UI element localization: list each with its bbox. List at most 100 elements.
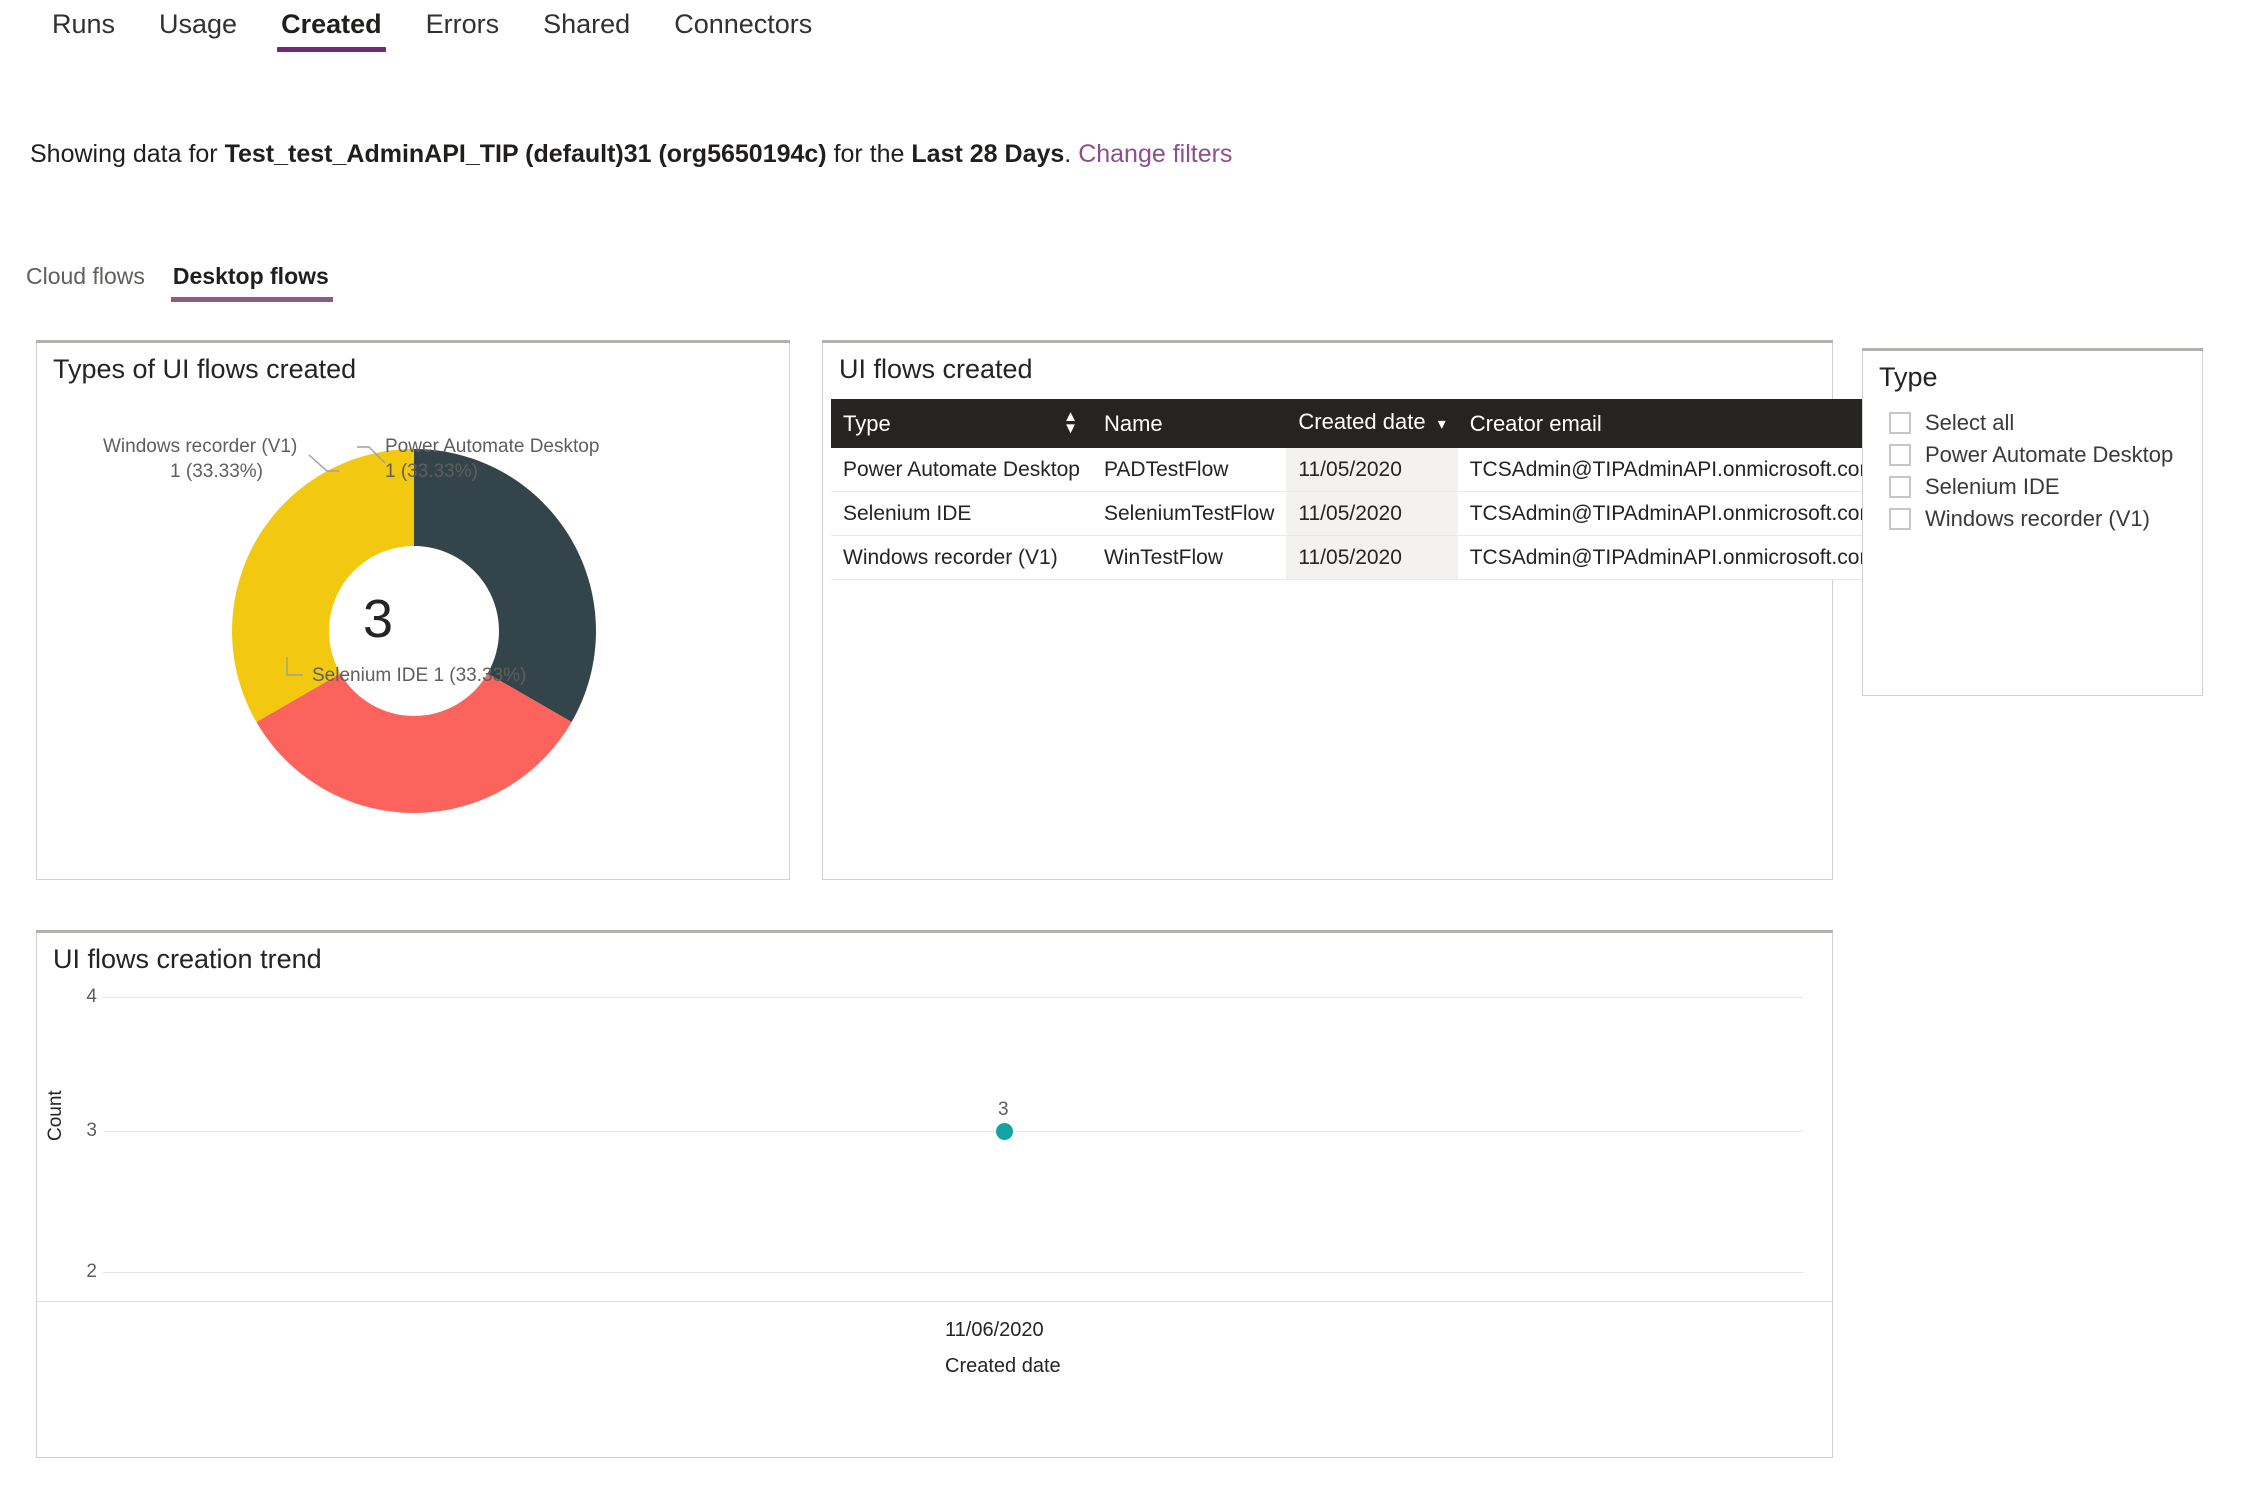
filter-option-selenium-ide[interactable]: Selenium IDE [1889, 471, 2189, 503]
donut-slice-power-automate-desktop [414, 449, 596, 722]
tab-usage[interactable]: Usage [137, 0, 259, 54]
table-body: Power Automate Desktop PADTestFlow 11/05… [831, 448, 1889, 580]
cell-type: Selenium IDE [831, 491, 1092, 536]
filter-option-power-automate-desktop[interactable]: Power Automate Desktop [1889, 439, 2189, 471]
primary-tabs: Runs Usage Created Errors Shared Connect… [0, 0, 2245, 64]
showing-data-line: Showing data for Test_test_AdminAPI_TIP … [30, 138, 1232, 170]
leader-line-selenium-ide [286, 657, 303, 676]
column-header-creator-email[interactable]: Creator email [1457, 399, 1889, 448]
trend-gridline-4 [103, 997, 1803, 998]
trend-axis-separator [37, 1301, 1832, 1302]
column-header-name[interactable]: Name [1091, 399, 1287, 448]
donut-label-windows-recorder: Windows recorder (V1) 1 (33.33%) [103, 434, 298, 484]
column-header-created-date[interactable]: Created date ▾ [1286, 399, 1458, 448]
tab-created-label: Created [281, 9, 382, 39]
donut-slice-selenium-ide [256, 673, 572, 813]
donut-chart: 3 Windows recorder (V1) 1 (33.33%) Power… [37, 341, 791, 881]
column-header-type[interactable]: Type ▲ ▼ [831, 399, 1092, 448]
column-header-creator-email-label: Creator email [1469, 410, 1602, 436]
leader-line-windows-recorder [308, 454, 339, 472]
cell-name: WinTestFlow [1091, 535, 1287, 580]
filter-option-selenium-ide-label: Selenium IDE [1925, 474, 2060, 499]
change-filters-link[interactable]: Change filters [1078, 140, 1233, 168]
trend-y-axis-title: Count [45, 1090, 66, 1141]
cell-creator-email: TCSAdmin@TIPAdminAPI.onmicrosoft.com [1457, 448, 1889, 492]
filter-option-select-all[interactable]: Select all [1889, 407, 2189, 439]
cell-created-date: 11/05/2020 [1286, 448, 1458, 492]
trend-card-title: UI flows creation trend [53, 944, 322, 974]
donut-label-selenium-ide: Selenium IDE 1 (33.33%) [312, 665, 527, 686]
donut-label-windows-recorder-line1: Windows recorder (V1) [103, 436, 298, 457]
column-header-type-label: Type [843, 410, 891, 436]
cell-type: Power Automate Desktop [831, 448, 1092, 492]
donut-slice-windows-recorder [232, 449, 414, 722]
cell-name: PADTestFlow [1091, 448, 1287, 492]
column-header-created-date-label: Created date [1298, 409, 1426, 434]
showing-environment: Test_test_AdminAPI_TIP (default)31 (org5… [224, 140, 827, 168]
tab-desktop-flows-label: Desktop flows [172, 263, 329, 289]
donut-label-windows-recorder-line2: 1 (33.33%) [170, 461, 263, 482]
filter-option-windows-recorder[interactable]: Windows recorder (V1) [1889, 503, 2189, 535]
ui-flows-created-card: UI flows created Type ▲ ▼ Name Created da… [822, 340, 1889, 880]
cell-creator-email: TCSAdmin@TIPAdminAPI.onmicrosoft.com [1457, 535, 1889, 580]
table-header: Type ▲ ▼ Name Created date ▾ Creator emai… [831, 399, 1889, 448]
cell-creator-email: TCSAdmin@TIPAdminAPI.onmicrosoft.com [1457, 491, 1889, 536]
showing-prefix: Showing data for [30, 140, 225, 168]
types-of-ui-flows-created-card: Types of UI flows created 3 Windows reco… [36, 340, 790, 880]
trend-data-point[interactable] [996, 1123, 1013, 1140]
tab-errors-label: Errors [425, 9, 500, 39]
showing-middle: for the [826, 140, 912, 168]
leader-line-power-automate-desktop [357, 446, 386, 464]
tab-errors[interactable]: Errors [404, 0, 522, 54]
tab-cloud-flows[interactable]: Cloud flows [12, 258, 159, 306]
tab-shared-label: Shared [543, 9, 631, 39]
showing-range: Last 28 Days [911, 140, 1065, 168]
cell-name: SeleniumTestFlow [1091, 491, 1287, 536]
table-header-row: Type ▲ ▼ Name Created date ▾ Creator emai… [831, 399, 1889, 448]
tab-connectors-label: Connectors [674, 9, 813, 39]
type-filter-card: Type Select all Power Automate Desktop S… [1862, 348, 2203, 696]
checkbox-icon[interactable] [1889, 476, 1911, 498]
tab-cloud-flows-label: Cloud flows [26, 263, 145, 289]
table-card-title: UI flows created [839, 354, 1033, 384]
tab-desktop-flows[interactable]: Desktop flows [159, 258, 343, 306]
tab-connectors[interactable]: Connectors [652, 0, 834, 54]
chevron-down-icon[interactable]: ▾ [1437, 416, 1446, 433]
table-row[interactable]: Power Automate Desktop PADTestFlow 11/05… [831, 448, 1889, 492]
showing-period: . [1064, 140, 1079, 168]
trend-gridline-3 [103, 1131, 1803, 1132]
trend-data-label: 3 [998, 1099, 1009, 1120]
donut-label-power-automate-desktop-line2: 1 (33.33%) [385, 461, 478, 482]
cell-type: Windows recorder (V1) [831, 535, 1092, 580]
ui-flows-created-table: Type ▲ ▼ Name Created date ▾ Creator emai… [831, 399, 1889, 580]
cell-created-date: 11/05/2020 [1286, 491, 1458, 536]
filter-option-windows-recorder-label: Windows recorder (V1) [1925, 506, 2150, 531]
trend-x-axis-title: Created date [945, 1355, 1061, 1377]
donut-label-power-automate-desktop-line1: Power Automate Desktop [385, 436, 600, 457]
ui-flows-creation-trend-card: UI flows creation trend Count 4 3 2 3 11… [36, 930, 1833, 1458]
filter-option-power-automate-desktop-label: Power Automate Desktop [1925, 442, 2174, 467]
tab-usage-label: Usage [159, 9, 238, 39]
donut-chart-svg [232, 446, 596, 813]
checkbox-icon[interactable] [1889, 412, 1911, 434]
trend-y-tick-4: 4 [86, 986, 97, 1007]
checkbox-icon[interactable] [1889, 508, 1911, 530]
table-row[interactable]: Windows recorder (V1) WinTestFlow 11/05/… [831, 535, 1889, 580]
checkbox-icon[interactable] [1889, 444, 1911, 466]
tab-shared[interactable]: Shared [521, 0, 652, 54]
tab-created[interactable]: Created [259, 0, 404, 54]
donut-label-power-automate-desktop: Power Automate Desktop 1 (33.33%) [385, 434, 615, 484]
type-filter-list: Select all Power Automate Desktop Seleni… [1889, 407, 2189, 535]
donut-card-title: Types of UI flows created [53, 354, 357, 384]
tab-runs-label: Runs [52, 9, 116, 39]
trend-y-tick-2: 2 [86, 1261, 97, 1282]
filter-card-title: Type [1879, 362, 1938, 392]
cell-created-date: 11/05/2020 [1286, 535, 1458, 580]
trend-y-tick-3: 3 [86, 1120, 97, 1141]
table-row[interactable]: Selenium IDE SeleniumTestFlow 11/05/2020… [831, 491, 1889, 536]
column-header-name-label: Name [1103, 410, 1163, 436]
sort-both-icon[interactable]: ▲ ▼ [1063, 407, 1078, 437]
secondary-tabs: Cloud flows Desktop flows [12, 258, 343, 306]
tab-runs[interactable]: Runs [30, 0, 137, 54]
